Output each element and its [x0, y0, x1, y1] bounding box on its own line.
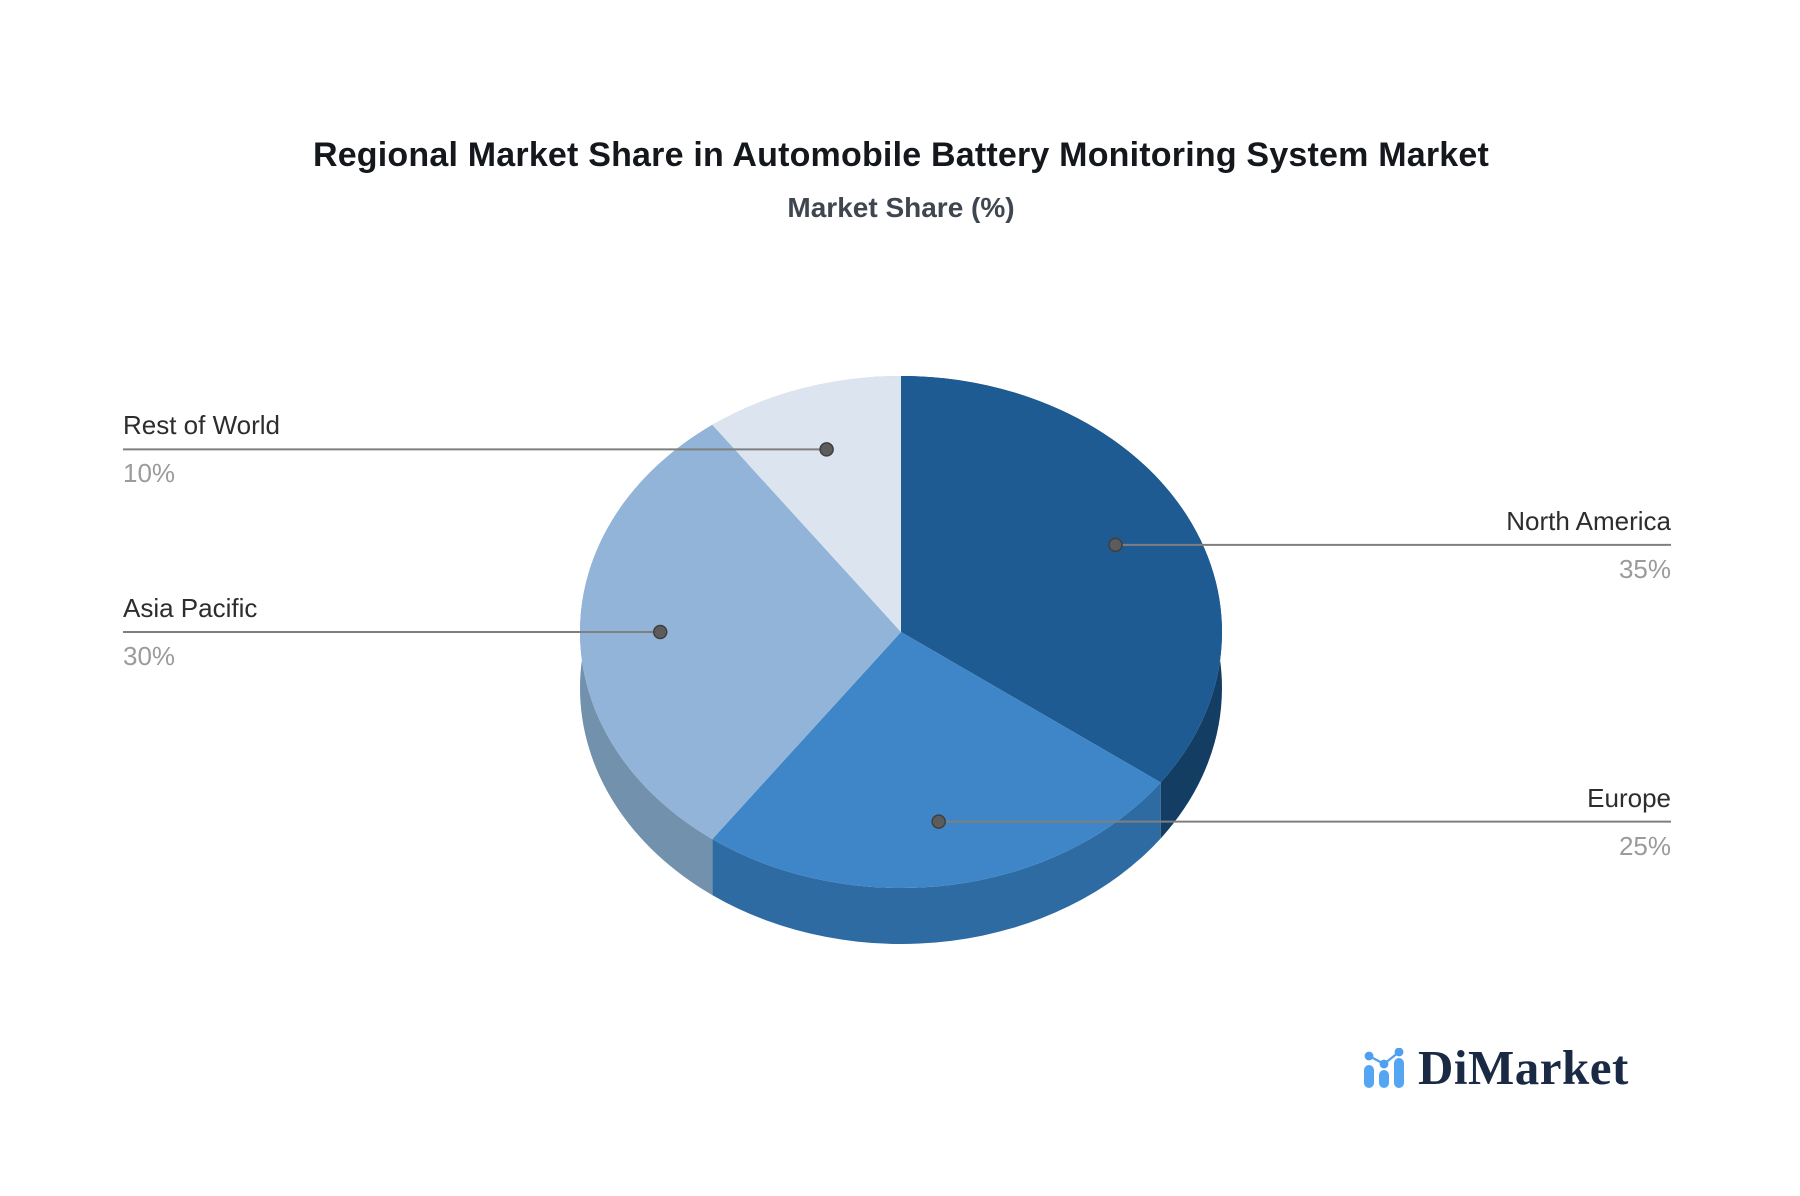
slice-value-text: 35% — [1618, 553, 1671, 584]
pie-slice-asia-pacific — [579, 424, 901, 840]
leader-dot-rest-of-world — [819, 442, 834, 457]
slice-label-text: Asia Pacific — [123, 593, 258, 623]
leader-dot-asia-pacific — [653, 624, 668, 640]
slice-label-text: Europe — [1587, 782, 1671, 813]
slice-value-text: 25% — [1618, 830, 1671, 861]
slice-label-text: Rest of World — [123, 410, 281, 441]
chart-title: Regional Market Share in Automobile Batt… — [312, 136, 1490, 174]
pie-slice-rest-of-world — [712, 376, 901, 632]
pie-slice-europe — [712, 632, 1161, 888]
watermark: DiMarket — [1364, 1038, 1629, 1095]
pie-slice-side-europe — [712, 782, 1161, 944]
slice-value-text: 10% — [123, 458, 176, 489]
leader-dot-north-america — [1108, 537, 1123, 553]
slice-value-text: 30% — [123, 641, 176, 671]
leader-dot-europe — [931, 814, 946, 829]
bar-line-chart-icon — [1364, 1048, 1404, 1088]
brand-name: DiMarket — [1418, 1039, 1629, 1095]
chart-subtitle: Market Share (%) — [787, 192, 1015, 223]
pie-slice-north-america — [901, 376, 1222, 783]
slice-label-text: North America — [1506, 505, 1671, 536]
